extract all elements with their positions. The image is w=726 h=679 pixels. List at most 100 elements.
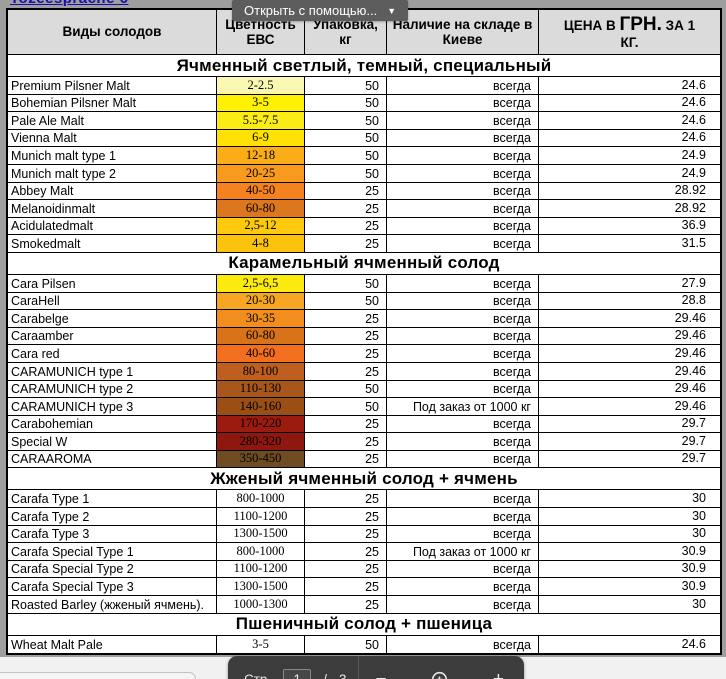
malt-name-cell: Roasted Barley (жженый ячмень).	[8, 596, 217, 613]
table-row: Smokedmalt 4-8 25 всегда 31.5	[8, 235, 720, 253]
minus-icon: −	[375, 668, 387, 679]
open-with-label: Открыть с помощью...	[244, 3, 378, 18]
ebc-cell: 1000-1300	[217, 596, 305, 613]
zoom-fit-button[interactable]	[431, 671, 448, 679]
ebc-cell: 60-80	[217, 200, 305, 217]
malt-name-cell: Carafa Type 2	[8, 508, 217, 525]
price-cell: 30.9	[681, 579, 706, 594]
price-cell: 28.92	[674, 200, 706, 215]
page-number-input[interactable]: 1	[283, 668, 312, 679]
pack-cell: 25	[305, 182, 387, 200]
ebc-cell: 2-2.5	[217, 77, 305, 94]
pack-cell: 50	[305, 112, 387, 129]
table-row: Carabelge 30-35 25 всегда 29.46	[8, 310, 720, 328]
table-row: Pale Ale Malt 5.5-7.5 50 всегда 24.6	[8, 112, 720, 130]
zoom-out-button[interactable]: −	[375, 670, 386, 679]
price-cell: 29.7	[681, 433, 706, 448]
malt-name-cell: CaraHell	[8, 292, 217, 310]
ebc-cell: 2,5-12	[217, 217, 305, 235]
malt-name-cell: Carabelge	[8, 310, 217, 327]
table-row: CARAMUNICH type 3 140-160 50 Под заказ от 1…	[8, 398, 720, 416]
malt-name-cell: Melanoidinmalt	[8, 200, 217, 217]
stock-cell: всегда	[387, 450, 539, 468]
open-with-button[interactable]: Открыть с помощью... ▼	[232, 0, 409, 21]
top-link[interactable]: Tozeesprache 6	[10, 0, 128, 7]
malt-name-cell: Carabohemian	[8, 415, 217, 433]
table-row: Melanoidinmalt 60-80 25 всегда 28.92	[8, 200, 720, 218]
ebc-cell: 1300-1500	[217, 525, 305, 543]
price-cell: 31.5	[681, 235, 706, 250]
section-title: Пшеничный солод + пшеница	[8, 614, 720, 636]
table-row: Cara Pilsen 2,5-6,5 50 всегда 27.9	[8, 274, 720, 293]
pack-cell: 25	[305, 433, 387, 450]
plus-icon: +	[492, 668, 504, 679]
malt-name-cell: Carafa Special Type 1	[8, 543, 217, 560]
section-title: Жженый ячменный солод + ячмень	[8, 468, 720, 491]
pack-cell: 50	[305, 164, 387, 182]
table-row: Vienna Malt 6-9 50 всегда 24.6	[8, 129, 720, 148]
malt-price-table: Виды солодов Цветность ЕВС Упаковка, кг …	[6, 8, 722, 656]
zoom-in-button[interactable]: +	[493, 670, 504, 679]
ebc-cell: 3-5	[217, 94, 305, 112]
price-cell: 29.46	[674, 363, 706, 378]
stock-cell: всегда	[387, 292, 539, 310]
price-cell: 29.46	[674, 345, 706, 360]
stock-cell: всегда	[387, 596, 539, 613]
stock-cell: всегда	[387, 77, 539, 94]
ebc-cell: 350-450	[217, 450, 305, 468]
pack-cell: 25	[305, 415, 387, 433]
ebc-cell: 800-1000	[217, 490, 305, 508]
price-cell: 29.46	[674, 310, 706, 325]
malt-name-cell: Premium Pilsner Malt	[8, 77, 217, 94]
pdf-toolbar: Стр. 1 / 3 − +	[228, 656, 524, 679]
ebc-cell: 12-18	[217, 147, 305, 164]
price-cell: 24.6	[681, 95, 706, 110]
stock-cell: всегда	[387, 129, 539, 147]
price-cell: 24.6	[681, 130, 706, 145]
pack-cell: 25	[305, 217, 387, 235]
price-cell: 28.92	[674, 183, 706, 198]
malt-name-cell: CARAAROMA	[8, 450, 217, 468]
malt-name-cell: CARAMUNICH type 3	[8, 398, 217, 415]
ebc-cell: 20-25	[217, 164, 305, 182]
price-cell: 30	[692, 491, 706, 506]
stock-cell: всегда	[387, 525, 539, 543]
ebc-cell: 6-9	[217, 129, 305, 147]
stock-cell: всегда	[387, 164, 539, 182]
ebc-cell: 20-30	[217, 292, 305, 310]
zoom-circle-icon	[432, 671, 448, 679]
table-row: Carafa Type 2 1100-1200 25 всегда 30	[8, 508, 720, 526]
col-header-stock: Наличие на складе в Киеве	[387, 10, 539, 54]
pack-cell: 25	[305, 508, 387, 525]
ebc-cell: 280-320	[217, 433, 305, 450]
stock-cell: всегда	[387, 112, 539, 129]
pack-cell: 25	[305, 525, 387, 543]
stock-cell: всегда	[387, 182, 539, 200]
pack-cell: 50	[305, 635, 387, 654]
pack-cell: 50	[305, 380, 387, 398]
stock-cell: всегда	[387, 217, 539, 235]
table-row: Caraamber 60-80 25 всегда 29.46	[8, 327, 720, 346]
table-row: Wheat Malt Pale 3-5 50 всегда 24.6	[8, 635, 720, 654]
pack-cell: 50	[305, 274, 387, 292]
price-cell: 29.46	[674, 398, 706, 413]
ebc-cell: 1100-1200	[217, 560, 305, 578]
table-row: Carafa Type 1 800-1000 25 всегда 30	[8, 490, 720, 509]
pack-cell: 50	[305, 147, 387, 164]
ebc-cell: 60-80	[217, 327, 305, 345]
ebc-cell: 30-35	[217, 310, 305, 327]
col-header-malt: Виды солодов	[8, 10, 217, 54]
ebc-cell: 1100-1200	[217, 508, 305, 525]
ebc-cell: 40-60	[217, 345, 305, 362]
partial-popup	[0, 672, 196, 679]
price-cell: 29.7	[681, 416, 706, 431]
malt-name-cell: Munich malt type 2	[8, 164, 217, 182]
price-cell: 36.9	[681, 218, 706, 233]
table-row: Acidulatedmalt 2,5-12 25 всегда 36.9	[8, 217, 720, 236]
ebc-cell: 4-8	[217, 235, 305, 252]
ebc-cell: 2,5-6,5	[217, 274, 305, 292]
price-cell: 30	[692, 526, 706, 541]
table-row: Munich malt type 2 20-25 50 всегда 24.9	[8, 164, 720, 183]
price-cell: 28.8	[681, 293, 706, 308]
ebc-cell: 1300-1500	[217, 578, 305, 596]
